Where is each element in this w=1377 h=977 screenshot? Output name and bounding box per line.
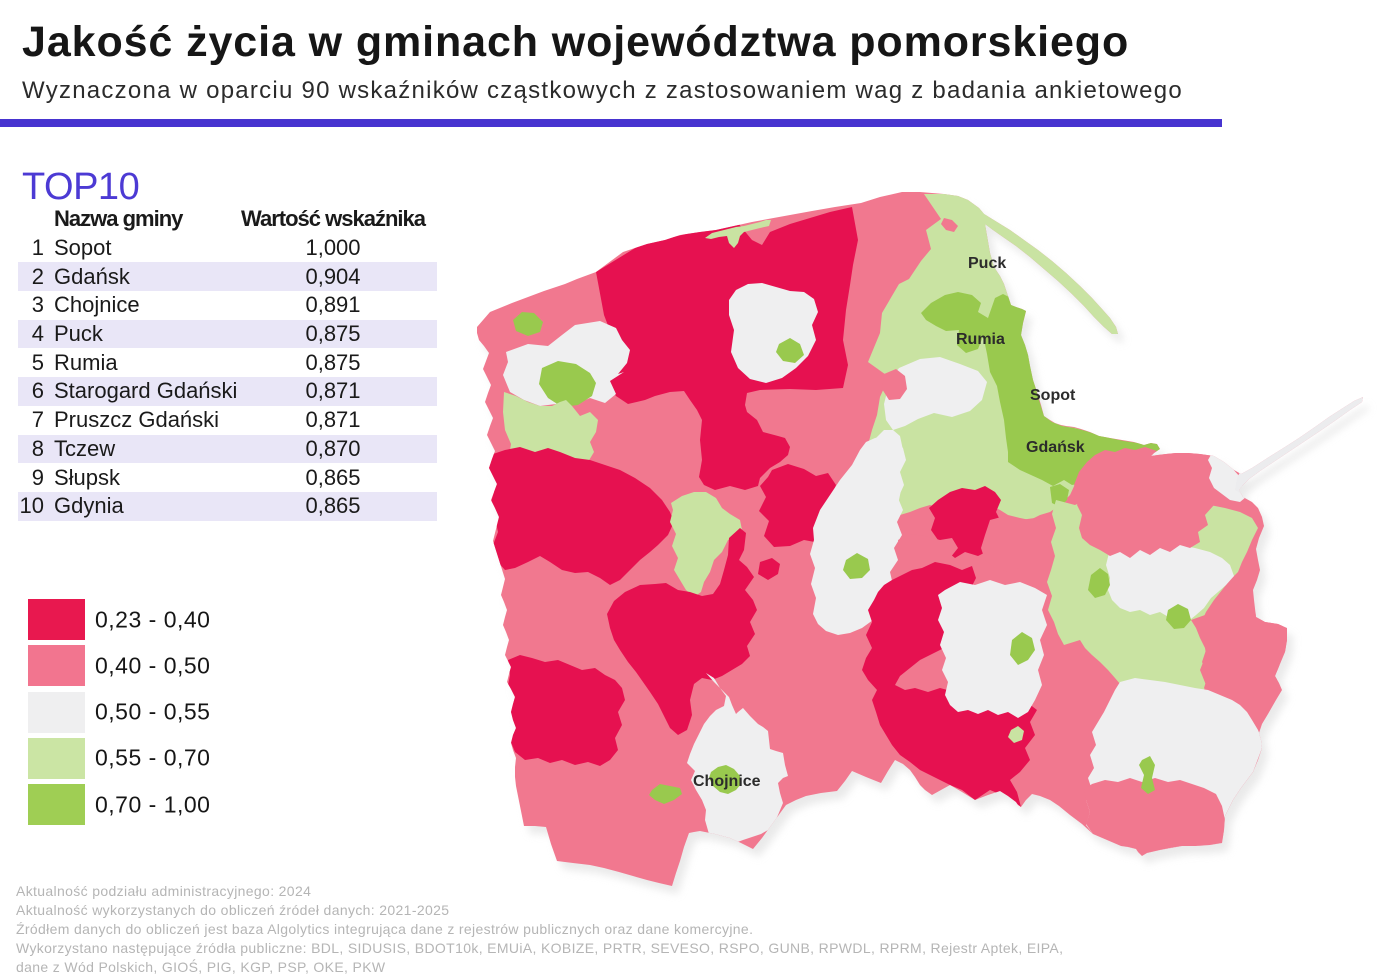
svg-text:Puck: Puck — [968, 255, 1006, 272]
svg-text:Chojnice: Chojnice — [693, 773, 761, 790]
svg-text:Sopot: Sopot — [1030, 387, 1076, 404]
svg-text:Gdańsk: Gdańsk — [1026, 439, 1085, 456]
svg-text:Rumia: Rumia — [956, 331, 1005, 348]
